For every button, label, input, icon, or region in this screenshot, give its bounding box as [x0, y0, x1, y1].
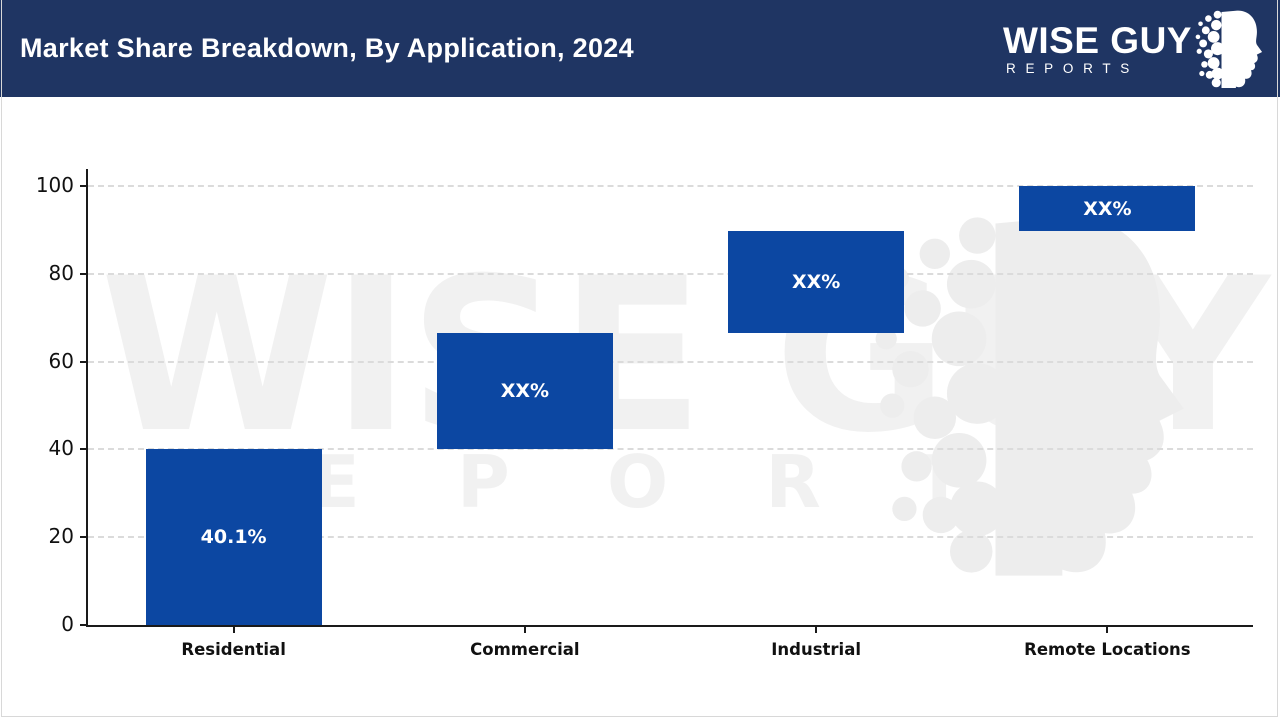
x-axis-label-residential: Residential — [181, 640, 286, 659]
y-axis-tick-80 — [80, 272, 88, 275]
x-axis-tick-commercial — [523, 625, 526, 633]
gridline-100 — [88, 185, 1253, 187]
x-axis-tick-industrial — [815, 625, 818, 633]
wiseguy-logo: WISE GUY REPORTS — [1003, 7, 1266, 91]
y-axis-tick-0 — [80, 624, 88, 626]
logo-wordmark: WISE GUY — [1002, 19, 1192, 61]
y-axis-tick-label-60: 60 — [48, 348, 74, 373]
bar-value-label-residential: 40.1% — [200, 525, 267, 548]
bar-residential: 40.1% — [145, 448, 322, 625]
y-axis-tick-label-20: 20 — [48, 524, 74, 549]
y-axis-tick-label-40: 40 — [48, 436, 74, 461]
x-axis-label-remote-locations: Remote Locations — [1024, 640, 1191, 659]
y-axis-tick-20 — [80, 536, 88, 539]
gridline-20 — [88, 536, 1253, 539]
x-axis-label-commercial: Commercial — [470, 640, 580, 659]
x-axis-tick-residential — [232, 625, 235, 633]
chart-title: Market Share Breakdown, By Application, … — [20, 33, 634, 63]
bar-value-label-commercial: XX% — [500, 380, 550, 402]
y-axis-line — [86, 169, 88, 627]
y-axis-tick-label-100: 100 — [35, 173, 74, 197]
x-axis-label-industrial: Industrial — [771, 640, 861, 659]
y-axis-tick-40 — [80, 448, 88, 451]
y-axis-tick-label-80: 80 — [48, 260, 74, 285]
y-axis-tick-60 — [80, 360, 88, 363]
x-axis-line — [86, 625, 1253, 627]
logo-subtitle: REPORTS — [1005, 60, 1140, 76]
bar-value-label-remote-locations: XX% — [1083, 197, 1132, 220]
y-axis-tick-100 — [80, 185, 88, 187]
y-axis-tick-label-0: 0 — [61, 612, 74, 636]
bar-industrial: XX% — [728, 231, 905, 334]
gridline-60 — [88, 360, 1253, 363]
gridline-40 — [88, 448, 1253, 451]
wiseguy-head-icon — [1195, 10, 1263, 88]
bar-remote-locations: XX% — [1019, 186, 1196, 232]
bar-commercial: XX% — [436, 333, 613, 449]
bar-value-label-industrial: XX% — [791, 271, 841, 294]
wiseguy-logo-text: WISE GUY REPORTS — [1003, 22, 1192, 76]
gridline-80 — [88, 272, 1253, 275]
header: Market Share Breakdown, By Application, … — [0, 0, 1280, 97]
x-axis-tick-remote-locations — [1106, 625, 1109, 633]
